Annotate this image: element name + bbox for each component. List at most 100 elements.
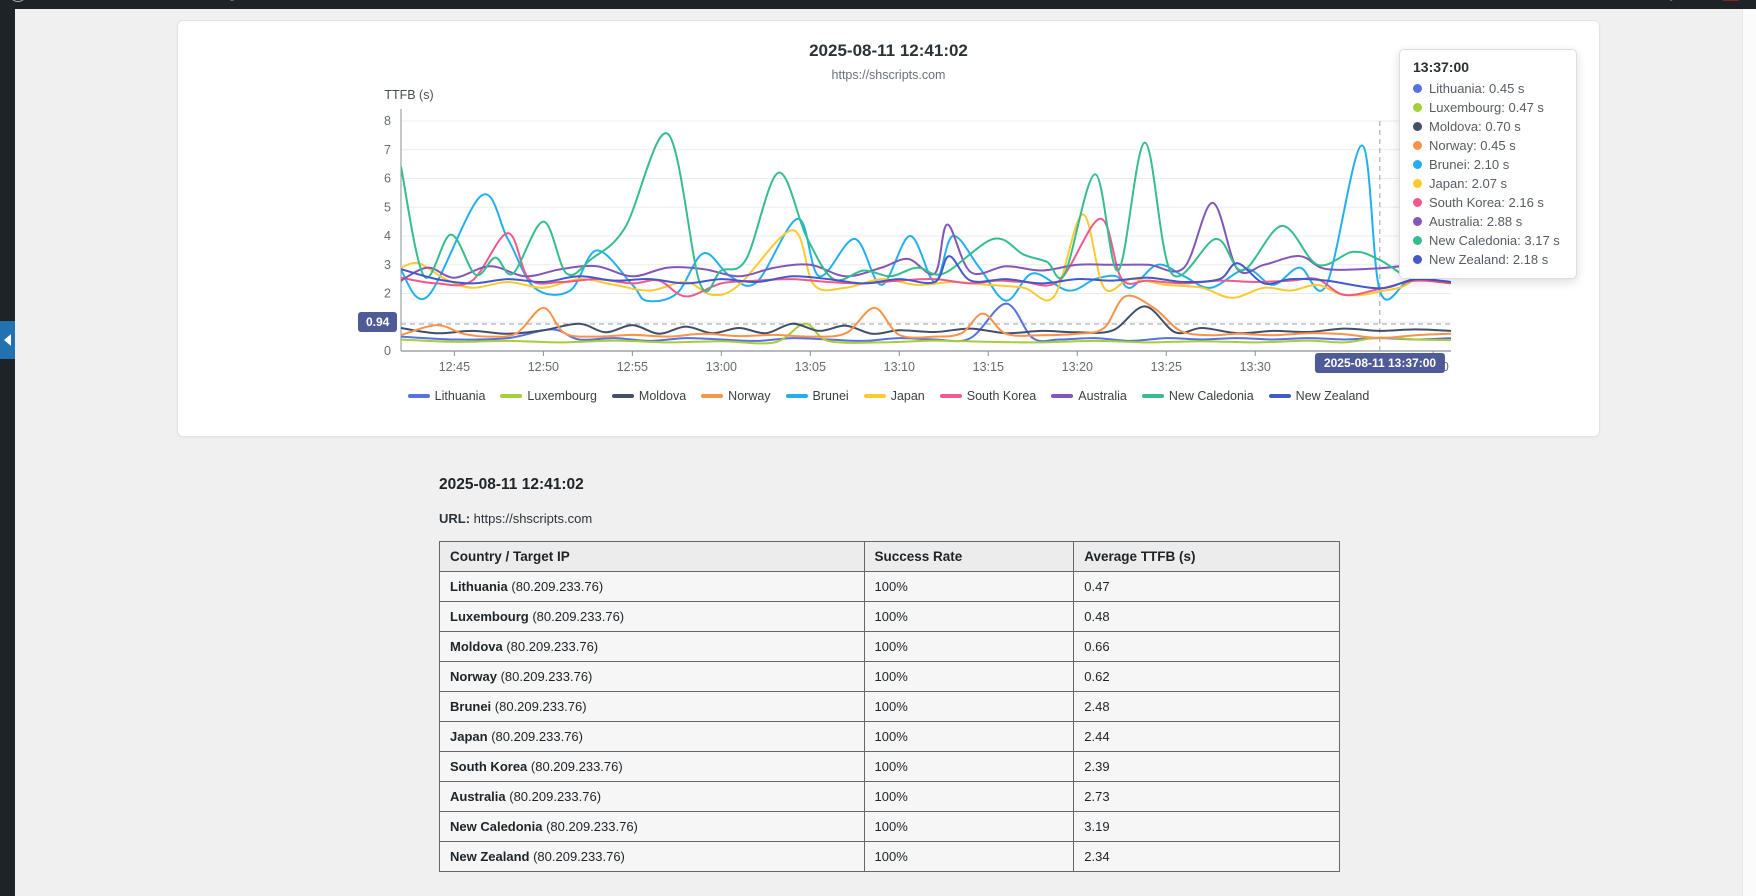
tooltip-value: Australia: 2.88 s (1429, 214, 1523, 229)
legend-label: Luxembourg (527, 389, 597, 403)
ttfb-line-chart-canvas[interactable]: 01234567812:4512:5012:5513:0013:0513:101… (178, 21, 1601, 438)
series-line-japan (401, 201, 1451, 302)
cell-average-ttfb: 2.34 (1073, 841, 1340, 872)
cell-country-ip: New Caledonia (80.209.233.76) (439, 811, 865, 842)
legend-line-icon (701, 394, 724, 398)
tooltip-row-australia: Australia: 2.88 s (1413, 212, 1563, 231)
series-dot-icon (1413, 179, 1422, 188)
new-content-button[interactable]: + New (125, 0, 183, 9)
legend-item-australia[interactable]: Australia (1051, 389, 1127, 403)
site-home-menu[interactable]: ⌂ (36, 0, 63, 9)
cell-average-ttfb: 2.39 (1073, 751, 1340, 782)
legend-item-japan[interactable]: Japan (863, 389, 925, 403)
legend-line-icon (611, 394, 634, 398)
chart-legend: Lithuania Luxembourg Moldova Norway Brunei Ja… (178, 389, 1599, 403)
tooltip-value: Brunei: 2.10 s (1429, 157, 1510, 172)
cell-country-ip: Norway (80.209.233.76) (439, 661, 865, 692)
home-icon: ⌂ (45, 0, 54, 2)
legend-label: New Caledonia (1168, 389, 1254, 403)
cell-success-rate: 100% (863, 841, 1075, 872)
tooltip-row-brunei: Brunei: 2.10 s (1413, 155, 1563, 174)
tooltip-row-south-korea: South Korea: 2.16 s (1413, 193, 1563, 212)
header-success-rate: Success Rate (863, 541, 1075, 572)
legend-label: Lithuania (434, 389, 486, 403)
wp-logo-menu[interactable]: W (0, 0, 36, 9)
x-tick-label: 13:10 (884, 360, 915, 374)
tooltip-row-moldova: Moldova: 0.70 s (1413, 117, 1563, 136)
table-row-lithuania: Lithuania (80.209.233.76) 100% 0.47 (439, 571, 1340, 602)
updates-menu[interactable]: ↻ (63, 0, 94, 9)
table-row-new-zealand: New Zealand (80.209.233.76) 100% 2.34 (439, 841, 1340, 872)
comments-menu[interactable] (94, 0, 125, 9)
cell-country-ip: New Zealand (80.209.233.76) (439, 841, 865, 872)
table-row-norway: Norway (80.209.233.76) 100% 0.62 (439, 661, 1340, 692)
legend-line-icon (1141, 394, 1164, 398)
cell-average-ttfb: 2.48 (1073, 691, 1340, 722)
sidebar-expand-button[interactable] (0, 321, 15, 359)
legend-label: Japan (890, 389, 925, 403)
tooltip-time: 13:37:00 (1413, 59, 1470, 75)
cell-country-ip: Australia (80.209.233.76) (439, 781, 865, 812)
legend-line-icon (500, 394, 523, 398)
country-name: Lithuania (450, 579, 508, 594)
updates-icon: ↻ (72, 0, 85, 2)
legend-label: Australia (1078, 389, 1127, 403)
plus-icon: + (134, 0, 143, 2)
y-tick-label: 5 (384, 200, 391, 214)
legend-line-icon (407, 394, 430, 398)
tooltip-value: South Korea: 2.16 s (1429, 195, 1544, 210)
tooltip-value: Norway: 0.45 s (1429, 138, 1516, 153)
url-label: URL: (439, 511, 471, 526)
report-url-line: URL: https://shscripts.com (439, 511, 1340, 526)
legend-item-luxembourg[interactable]: Luxembourg (500, 389, 597, 403)
legend-item-norway[interactable]: Norway (701, 389, 771, 403)
legend-item-brunei[interactable]: Brunei (785, 389, 849, 403)
series-dot-icon (1413, 217, 1422, 226)
legend-item-moldova[interactable]: Moldova (611, 389, 687, 403)
series-dot-icon (1413, 122, 1422, 131)
my-account-menu[interactable]: Howdy, admin (1628, 0, 1748, 9)
cell-average-ttfb: 0.66 (1073, 631, 1340, 662)
x-tick-label: 12:50 (528, 360, 559, 374)
country-name: Australia (450, 789, 506, 804)
series-dot-icon (1413, 103, 1422, 112)
series-line-new-zealand (401, 255, 1451, 290)
chart-title: 2025-08-11 12:41:02 (809, 41, 968, 60)
table-row-luxembourg: Luxembourg (80.209.233.76) 100% 0.48 (439, 601, 1340, 632)
series-line-brunei (401, 144, 1451, 303)
legend-item-south-korea[interactable]: South Korea (939, 389, 1037, 403)
country-name: Norway (450, 669, 497, 684)
x-tick-label: 13:20 (1062, 360, 1093, 374)
series-line-new-caledonia (401, 132, 1451, 293)
report-section: 2025-08-11 12:41:02 URL: https://shscrip… (439, 476, 1340, 872)
legend-item-lithuania[interactable]: Lithuania (407, 389, 486, 403)
cell-success-rate: 100% (863, 661, 1075, 692)
legend-line-icon (785, 394, 808, 398)
legend-item-new-zealand[interactable]: New Zealand (1268, 389, 1369, 403)
legend-label: South Korea (966, 389, 1037, 403)
cell-success-rate: 100% (863, 631, 1075, 662)
cell-average-ttfb: 0.47 (1073, 571, 1340, 602)
purge-cache-button[interactable]: Purge cache (182, 0, 290, 9)
cell-success-rate: 100% (863, 751, 1075, 782)
table-row-brunei: Brunei (80.209.233.76) 100% 2.48 (439, 691, 1340, 722)
tooltip-row-lithuania: Lithuania: 0.45 s (1413, 79, 1563, 98)
cell-success-rate: 100% (863, 601, 1075, 632)
cell-average-ttfb: 0.62 (1073, 661, 1340, 692)
series-line-norway (401, 294, 1451, 340)
legend-label: Moldova (638, 389, 687, 403)
results-table: Country / Target IP Success Rate Average… (439, 541, 1340, 872)
tooltip-row-new-zealand: New Zealand: 2.18 s (1413, 250, 1563, 269)
page-scrollbar[interactable] (1742, 9, 1756, 896)
table-row-new-caledonia: New Caledonia (80.209.233.76) 100% 3.19 (439, 811, 1340, 842)
purge-cache-label: Purge cache (208, 0, 281, 1)
legend-label: Norway (728, 389, 771, 403)
avatar (1723, 0, 1739, 1)
legend-item-new-caledonia[interactable]: New Caledonia (1141, 389, 1254, 403)
y-tick-label: 2 (384, 287, 391, 301)
chart-tooltip: 13:37:00 Lithuania: 0.45 s Luxembourg: 0.… (1399, 49, 1577, 279)
chart-subtitle: https://shscripts.com (831, 68, 946, 82)
cell-success-rate: 100% (863, 721, 1075, 752)
cell-country-ip: Lithuania (80.209.233.76) (439, 571, 865, 602)
legend-line-icon (1268, 394, 1291, 398)
